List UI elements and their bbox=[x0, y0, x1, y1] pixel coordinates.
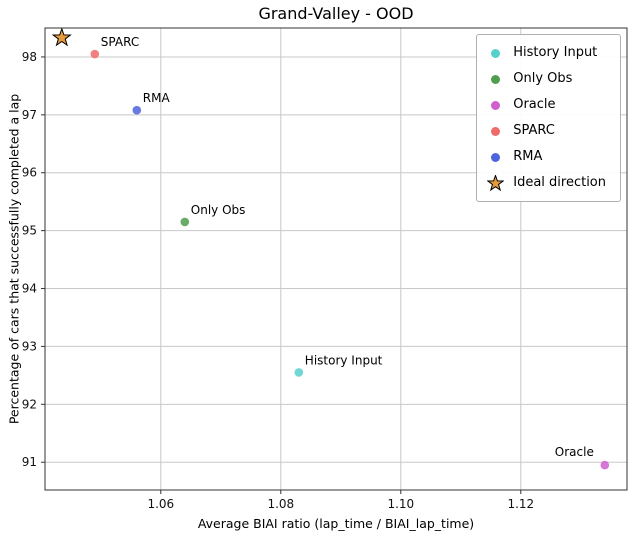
point-sparc bbox=[90, 49, 100, 59]
legend-label: Ideal direction bbox=[513, 175, 606, 190]
x-tick-label: 1.06 bbox=[147, 497, 174, 511]
y-tick-label: 94 bbox=[22, 282, 37, 296]
star-icon bbox=[487, 174, 505, 191]
x-tick-label: 1.10 bbox=[387, 497, 414, 511]
annotation-sparc: SPARC bbox=[101, 35, 139, 49]
point-rma bbox=[132, 105, 142, 115]
legend-marker-dot bbox=[491, 126, 501, 136]
star-icon-shape bbox=[487, 174, 505, 191]
legend-item-oracle: Oracle bbox=[487, 96, 606, 114]
legend-label: Oracle bbox=[513, 97, 556, 112]
legend-marker-dot bbox=[491, 48, 501, 58]
y-tick-label: 97 bbox=[22, 108, 37, 122]
legend-item-ideal-direction: Ideal direction bbox=[487, 174, 606, 192]
y-tick-label: 93 bbox=[22, 339, 37, 353]
y-tick-label: 96 bbox=[22, 166, 37, 180]
annotation-rma: RMA bbox=[143, 91, 171, 105]
annotation-only-obs: Only Obs bbox=[191, 203, 246, 217]
point-ideal-direction bbox=[51, 27, 72, 47]
legend-label: History Input bbox=[513, 45, 598, 60]
x-tick-label: 1.12 bbox=[507, 497, 534, 511]
plot-border bbox=[44, 27, 628, 491]
y-tick-label: 95 bbox=[22, 224, 37, 238]
y-tick-label: 98 bbox=[22, 50, 37, 64]
y-tick-label: 92 bbox=[22, 397, 37, 411]
legend-marker-dot bbox=[491, 74, 501, 84]
chart-title: Grand-Valley - OOD bbox=[258, 4, 414, 23]
legend-label: SPARC bbox=[513, 123, 555, 138]
x-tick-label: 1.08 bbox=[267, 497, 294, 511]
point-history-input bbox=[294, 368, 304, 377]
annotation-history-input: History Input bbox=[305, 353, 383, 367]
legend-item-sparc: SPARC bbox=[487, 122, 606, 140]
y-axis-label: Percentage of cars that successfully com… bbox=[6, 93, 22, 425]
legend-label: RMA bbox=[513, 149, 543, 164]
legend: History Input Only Obs Oracle SPARC RMA Ideal… bbox=[476, 34, 621, 202]
legend-item-history-input: History Input bbox=[487, 44, 606, 62]
annotation-oracle: Oracle bbox=[555, 445, 594, 459]
legend-label: Only Obs bbox=[513, 71, 573, 86]
legend-marker-dot bbox=[491, 100, 501, 110]
y-tick-label: 91 bbox=[22, 455, 37, 469]
point-oracle bbox=[600, 460, 610, 470]
legend-item-rma: RMA bbox=[487, 148, 606, 166]
x-axis-label: Average BIAI ratio (lap_time / BIAI_lap_… bbox=[197, 516, 475, 531]
legend-marker-dot bbox=[491, 152, 501, 162]
legend-item-only-obs: Only Obs bbox=[487, 70, 606, 88]
point-only-obs bbox=[180, 217, 190, 227]
